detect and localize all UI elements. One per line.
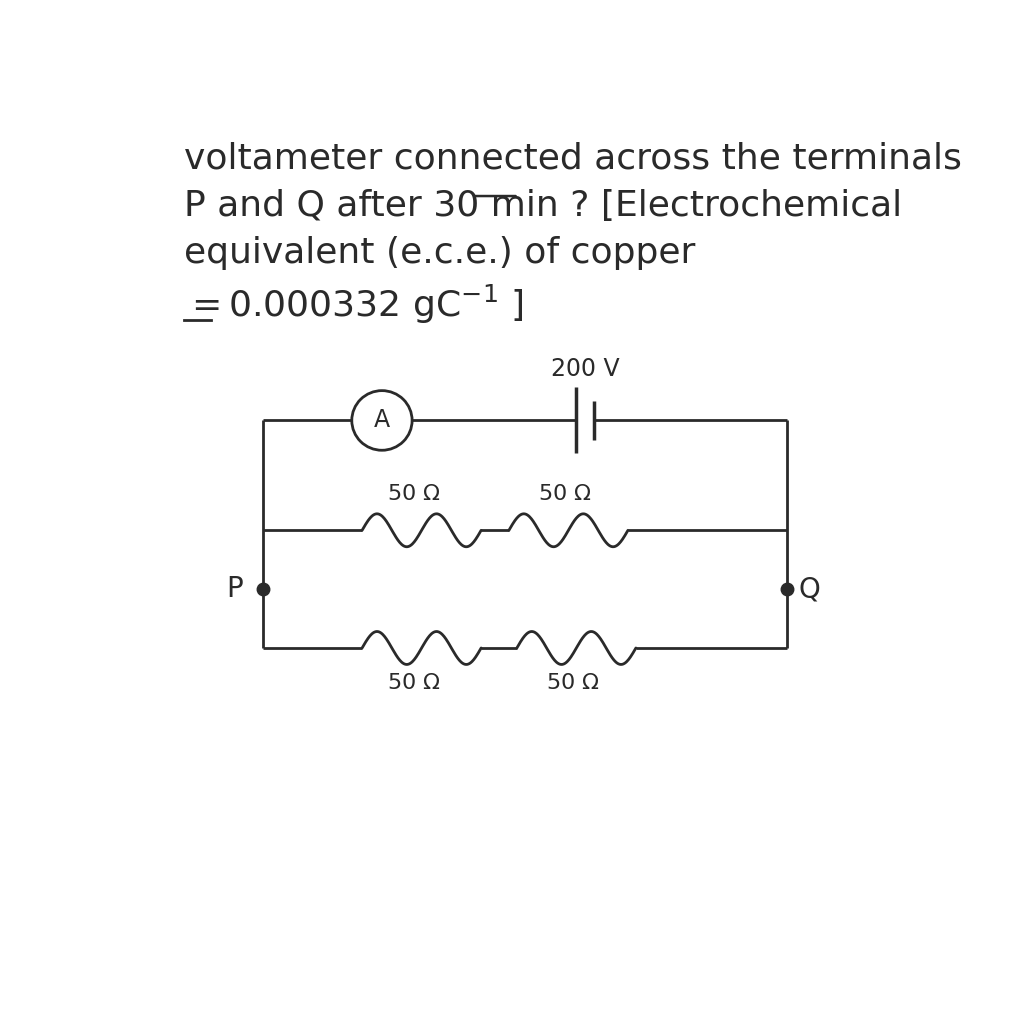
Text: 50 $\Omega$: 50 $\Omega$ [387, 484, 440, 504]
Text: P and Q after 30 min ? [Electrochemical: P and Q after 30 min ? [Electrochemical [183, 189, 902, 223]
Text: 50 $\Omega$: 50 $\Omega$ [538, 484, 591, 504]
Text: voltameter connected across the terminals: voltameter connected across the terminal… [183, 142, 962, 176]
Circle shape [352, 390, 412, 450]
Text: A: A [374, 409, 390, 432]
Text: equivalent (e.c.e.) of copper: equivalent (e.c.e.) of copper [183, 236, 695, 270]
Text: $= 0.000332\ \mathrm{gC}^{-1}\ ]$: $= 0.000332\ \mathrm{gC}^{-1}\ ]$ [183, 283, 523, 326]
Text: 50 $\Omega$: 50 $\Omega$ [546, 674, 599, 693]
Text: Q: Q [799, 575, 820, 603]
Text: 200 V: 200 V [551, 358, 620, 381]
Text: P: P [226, 575, 243, 603]
Text: 50 $\Omega$: 50 $\Omega$ [387, 674, 440, 693]
